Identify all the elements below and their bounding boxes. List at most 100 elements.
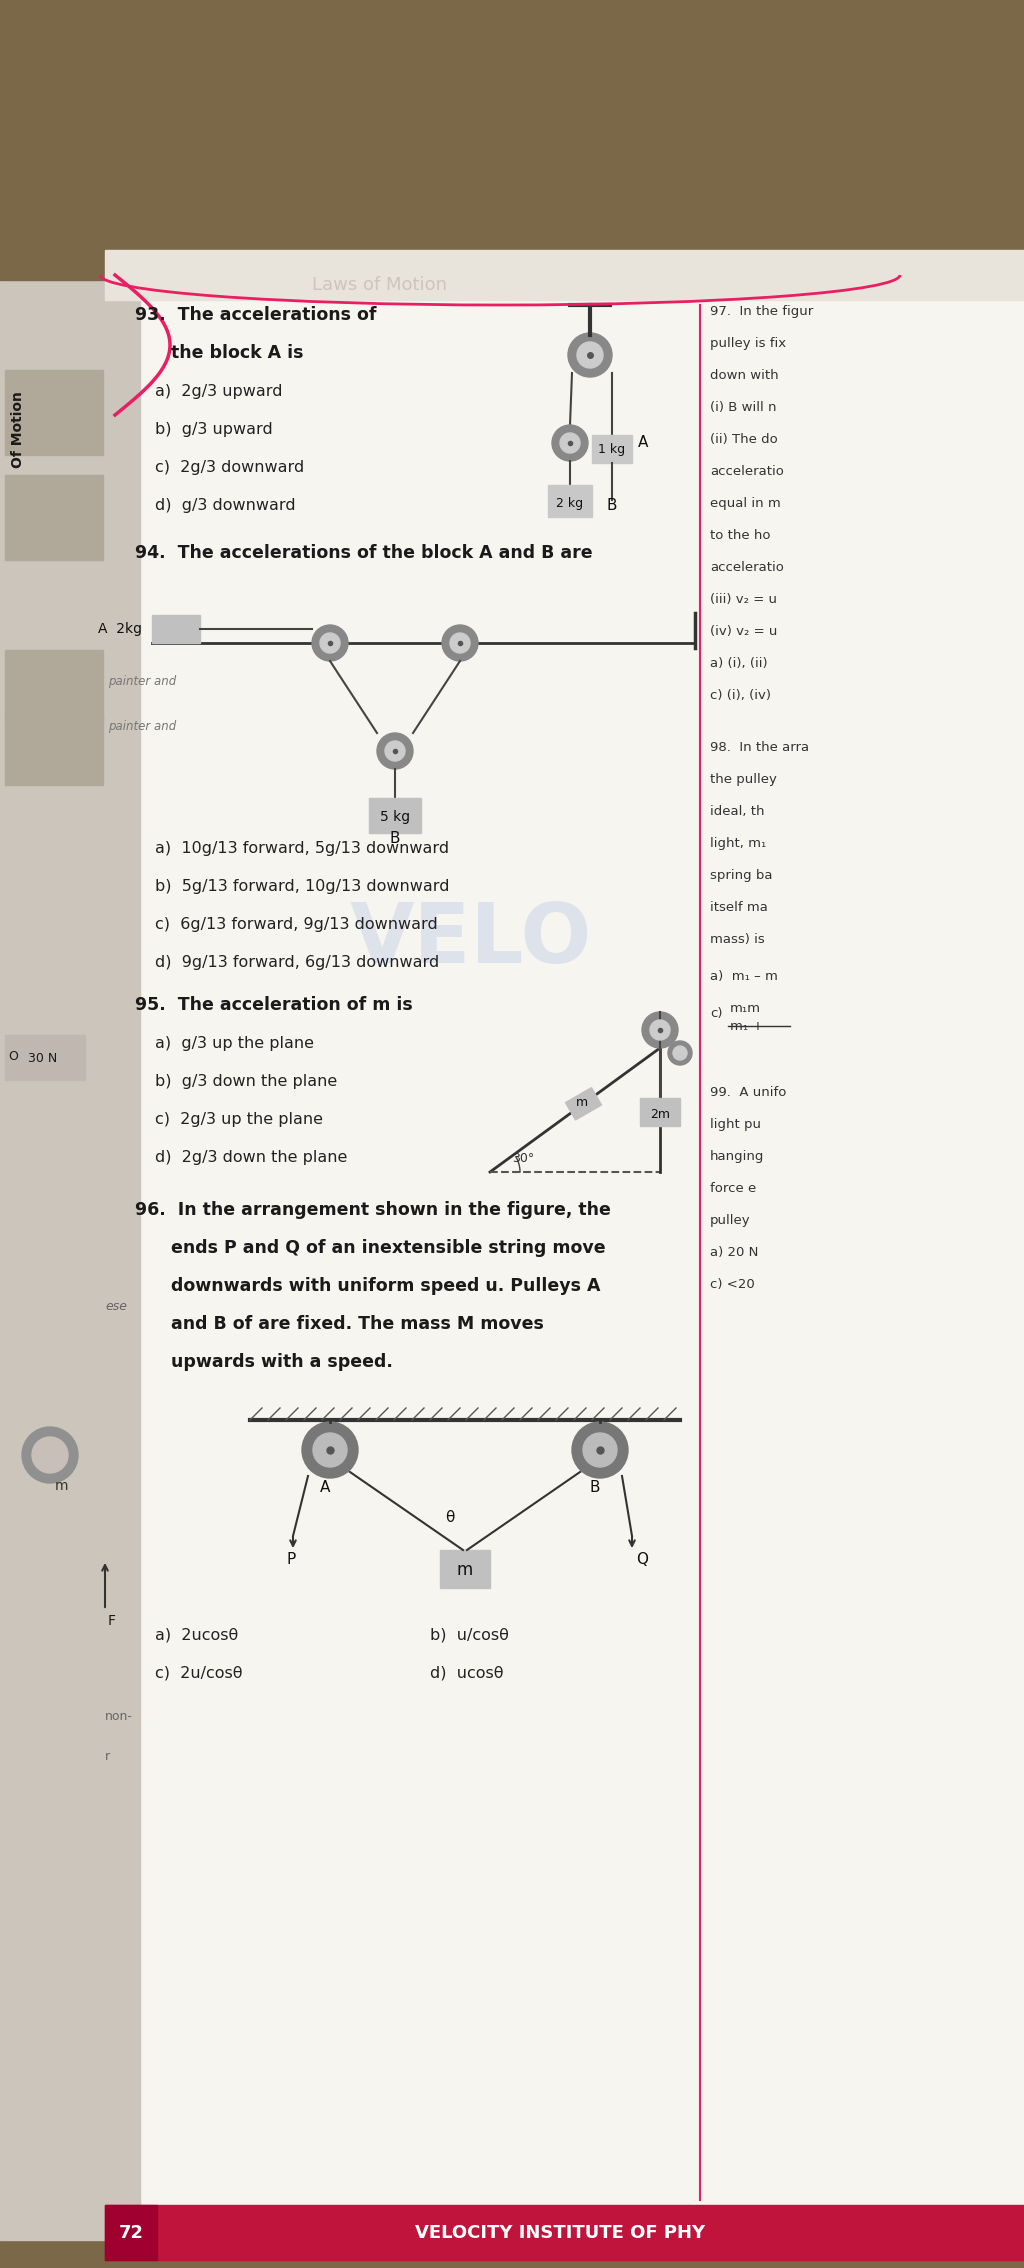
Text: the block A is: the block A is <box>135 345 303 363</box>
Circle shape <box>583 1433 617 1467</box>
Text: b)  5g/13 forward, 10g/13 downward: b) 5g/13 forward, 10g/13 downward <box>155 880 450 894</box>
Circle shape <box>32 1438 68 1472</box>
Bar <box>0 261 140 2241</box>
Text: c)  6g/13 forward, 9g/13 downward: c) 6g/13 forward, 9g/13 downward <box>155 916 437 932</box>
Text: and B of are fixed. The mass M moves: and B of are fixed. The mass M moves <box>135 1315 544 1334</box>
Text: a)  m₁ – m: a) m₁ – m <box>710 971 778 982</box>
Text: itself ma: itself ma <box>710 900 768 914</box>
Circle shape <box>552 424 588 460</box>
Text: m: m <box>55 1479 69 1492</box>
Text: to the ho: to the ho <box>710 528 770 542</box>
Text: 95.  The acceleration of m is: 95. The acceleration of m is <box>135 996 413 1014</box>
Circle shape <box>650 1021 670 1041</box>
Text: b)  g/3 down the plane: b) g/3 down the plane <box>155 1075 337 1089</box>
Text: 99.  A unifo: 99. A unifo <box>710 1086 786 1100</box>
Text: m₁ +: m₁ + <box>730 1021 763 1032</box>
Bar <box>105 2204 157 2259</box>
Text: Q: Q <box>636 1551 648 1567</box>
Text: light, m₁: light, m₁ <box>710 837 766 850</box>
Text: (ii) The do: (ii) The do <box>710 433 778 447</box>
Circle shape <box>442 626 478 660</box>
Circle shape <box>302 1422 358 1479</box>
Bar <box>152 615 200 644</box>
Text: d)  2g/3 down the plane: d) 2g/3 down the plane <box>155 1150 347 1166</box>
Circle shape <box>312 626 348 660</box>
Circle shape <box>560 433 580 454</box>
Text: A  2kg: A 2kg <box>98 621 142 635</box>
Bar <box>548 485 592 517</box>
Bar <box>105 2204 1024 2259</box>
Text: 94.  The accelerations of the block A and B are: 94. The accelerations of the block A and… <box>135 544 593 562</box>
Text: acceleratio: acceleratio <box>710 560 784 574</box>
Text: 2 kg: 2 kg <box>556 497 584 510</box>
Text: ends P and Q of an inextensible string move: ends P and Q of an inextensible string m… <box>135 1238 605 1256</box>
Text: force e: force e <box>710 1182 757 1195</box>
Text: the pulley: the pulley <box>710 773 777 787</box>
Text: downwards with uniform speed u. Pulleys A: downwards with uniform speed u. Pulleys … <box>135 1277 600 1295</box>
Text: 30°: 30° <box>512 1152 535 1166</box>
Text: ese: ese <box>105 1300 127 1313</box>
Text: B: B <box>590 1481 600 1495</box>
Text: 98.  In the arra: 98. In the arra <box>710 742 809 753</box>
Text: VELOCITY INSTITUTE OF PHY: VELOCITY INSTITUTE OF PHY <box>415 2225 706 2243</box>
Bar <box>369 798 421 832</box>
Text: A: A <box>319 1481 330 1495</box>
Text: m: m <box>575 1095 588 1109</box>
Text: c)  2u/cosθ: c) 2u/cosθ <box>155 1667 243 1681</box>
Text: Of Motion: Of Motion <box>11 392 25 469</box>
Text: B: B <box>607 499 617 513</box>
Text: c) <20: c) <20 <box>710 1277 755 1290</box>
Bar <box>592 435 632 463</box>
Bar <box>105 270 1024 2229</box>
Text: 97.  In the figur: 97. In the figur <box>710 304 813 318</box>
Text: O: O <box>8 1050 17 1064</box>
Circle shape <box>642 1012 678 1048</box>
Text: a) (i), (ii): a) (i), (ii) <box>710 658 768 669</box>
Circle shape <box>568 333 612 376</box>
Text: a) 20 N: a) 20 N <box>710 1245 759 1259</box>
Text: c): c) <box>710 1007 723 1021</box>
Text: a)  g/3 up the plane: a) g/3 up the plane <box>155 1036 314 1050</box>
Text: a)  10g/13 forward, 5g/13 downward: a) 10g/13 forward, 5g/13 downward <box>155 841 450 855</box>
Bar <box>0 0 1024 279</box>
Text: light pu: light pu <box>710 1118 761 1132</box>
Text: 2m: 2m <box>650 1107 670 1120</box>
Text: mass) is: mass) is <box>710 932 765 946</box>
Circle shape <box>319 633 340 653</box>
Text: A: A <box>638 435 648 449</box>
Circle shape <box>577 342 603 367</box>
Text: 93.  The accelerations of: 93. The accelerations of <box>135 306 377 324</box>
Circle shape <box>572 1422 628 1479</box>
Text: B: B <box>390 830 400 846</box>
Text: spring ba: spring ba <box>710 869 772 882</box>
Text: m: m <box>457 1560 473 1579</box>
Text: painter and: painter and <box>108 719 176 733</box>
Text: c)  2g/3 up the plane: c) 2g/3 up the plane <box>155 1111 323 1127</box>
Circle shape <box>377 733 413 769</box>
Circle shape <box>385 742 406 762</box>
Text: painter and: painter and <box>108 676 176 687</box>
Circle shape <box>673 1046 687 1059</box>
Bar <box>565 1089 601 1120</box>
Text: upwards with a speed.: upwards with a speed. <box>135 1354 393 1370</box>
Text: F: F <box>108 1615 116 1628</box>
Text: 96.  In the arrangement shown in the figure, the: 96. In the arrangement shown in the figu… <box>135 1202 611 1218</box>
Text: b)  g/3 upward: b) g/3 upward <box>155 422 272 438</box>
Text: 30 N: 30 N <box>29 1052 57 1064</box>
Bar <box>5 370 103 456</box>
Bar <box>5 1034 85 1080</box>
Text: 1 kg: 1 kg <box>598 445 626 456</box>
Text: d)  ucosθ: d) ucosθ <box>430 1667 504 1681</box>
Bar <box>640 1098 680 1125</box>
Text: (iii) v₂ = u: (iii) v₂ = u <box>710 592 777 606</box>
Text: Laws of Motion: Laws of Motion <box>312 277 447 295</box>
Text: c)  2g/3 downward: c) 2g/3 downward <box>155 460 304 474</box>
Text: c) (i), (iv): c) (i), (iv) <box>710 689 771 703</box>
Text: acceleratio: acceleratio <box>710 465 784 479</box>
Text: pulley is fix: pulley is fix <box>710 338 786 349</box>
Text: d)  9g/13 forward, 6g/13 downward: d) 9g/13 forward, 6g/13 downward <box>155 955 439 971</box>
Text: pulley: pulley <box>710 1213 751 1227</box>
Text: a)  2g/3 upward: a) 2g/3 upward <box>155 383 283 399</box>
Bar <box>5 474 103 560</box>
Bar <box>105 249 1024 299</box>
